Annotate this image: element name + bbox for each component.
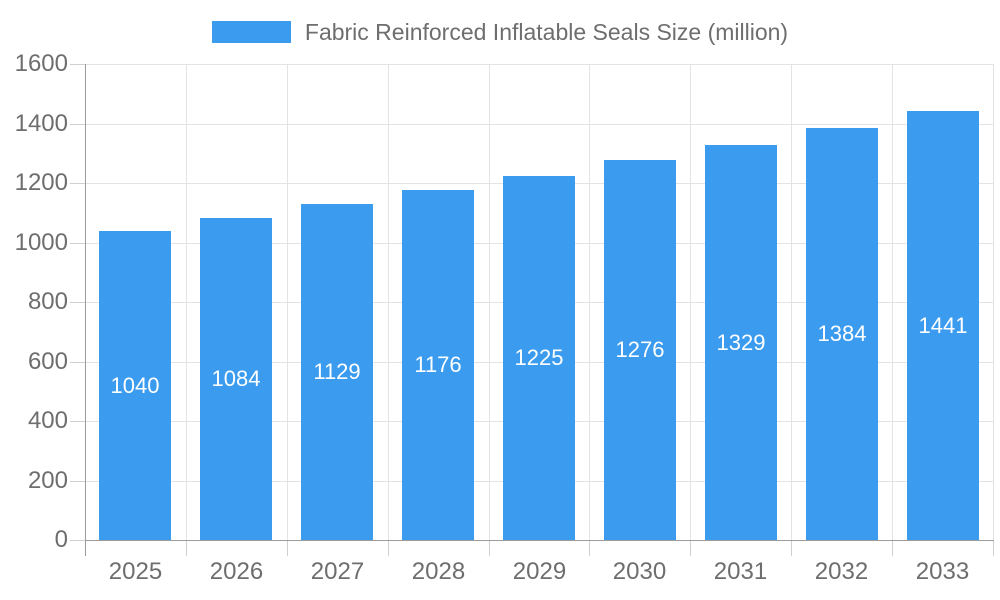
y-axis-label: 0 (54, 526, 68, 553)
y-axis-tick (70, 124, 85, 125)
bar-value-label: 1176 (414, 352, 462, 377)
x-axis-line (85, 540, 994, 541)
x-axis-tick (489, 540, 490, 556)
bar-value-label: 1040 (110, 373, 160, 398)
x-axis-label: 2033 (915, 558, 970, 585)
y-axis-tick (70, 302, 85, 303)
legend[interactable]: Fabric Reinforced Inflatable Seals Size … (0, 17, 1000, 47)
bar-2030[interactable] (604, 160, 676, 540)
x-axis-label: 2030 (612, 558, 667, 585)
y-axis-tick (70, 481, 85, 482)
bar-2032[interactable] (806, 128, 878, 540)
x-axis-label: 2029 (512, 558, 567, 585)
y-axis-label: 1600 (14, 50, 68, 77)
y-axis-line (85, 64, 86, 556)
y-axis-label: 200 (27, 467, 68, 494)
bar-value-label: 1276 (615, 337, 665, 362)
x-axis-tick (993, 540, 994, 556)
gridline-vertical (287, 64, 288, 540)
bar-2031[interactable] (705, 145, 777, 540)
bar-2026[interactable] (200, 218, 272, 540)
gridline-vertical (489, 64, 490, 540)
y-axis-tick (70, 183, 85, 184)
x-axis-tick (690, 540, 691, 556)
legend-swatch (211, 21, 291, 43)
bar-value-label: 1384 (817, 321, 867, 346)
gridline-vertical (589, 64, 590, 540)
bar-2029[interactable] (503, 176, 575, 540)
x-axis-tick (791, 540, 792, 556)
y-axis-tick (70, 243, 85, 244)
x-axis-tick (589, 540, 590, 556)
x-axis-label: 2025 (108, 558, 163, 585)
gridline-vertical (186, 64, 187, 540)
y-axis-tick (70, 362, 85, 363)
bar-2025[interactable] (99, 231, 171, 540)
bar-value-label: 1129 (313, 359, 361, 384)
x-axis-tick (388, 540, 389, 556)
gridline-horizontal (85, 64, 993, 65)
bar-2027[interactable] (301, 204, 373, 540)
y-axis-label: 600 (27, 348, 68, 375)
x-axis-label: 2026 (209, 558, 264, 585)
y-axis-label: 1400 (14, 110, 68, 137)
x-axis-tick (186, 540, 187, 556)
bar-value-label: 1329 (716, 330, 766, 355)
y-axis-label: 1000 (14, 229, 68, 256)
x-axis-label: 2027 (310, 558, 365, 585)
y-axis-label: 400 (27, 407, 68, 434)
y-axis-tick (70, 540, 85, 541)
gridline-horizontal (85, 124, 993, 125)
gridline-vertical (791, 64, 792, 540)
x-axis-tick (892, 540, 893, 556)
bar-value-label: 1225 (514, 345, 564, 370)
x-axis-tick (287, 540, 288, 556)
bar-value-label: 1084 (211, 366, 261, 391)
legend-label: Fabric Reinforced Inflatable Seals Size … (304, 19, 789, 45)
y-axis-label: 800 (27, 288, 68, 315)
gridline-vertical (388, 64, 389, 540)
gridline-vertical (993, 64, 994, 540)
x-axis-label: 2028 (411, 558, 466, 585)
bar-value-label: 1441 (918, 313, 968, 338)
x-axis-label: 2032 (814, 558, 869, 585)
bar-2033[interactable] (907, 111, 979, 540)
bar-2028[interactable] (402, 190, 474, 540)
x-axis-label: 2031 (713, 558, 768, 585)
gridline-vertical (690, 64, 691, 540)
y-axis-tick (70, 421, 85, 422)
gridline-vertical (892, 64, 893, 540)
y-axis-label: 1200 (14, 169, 68, 196)
y-axis-tick (70, 64, 85, 65)
